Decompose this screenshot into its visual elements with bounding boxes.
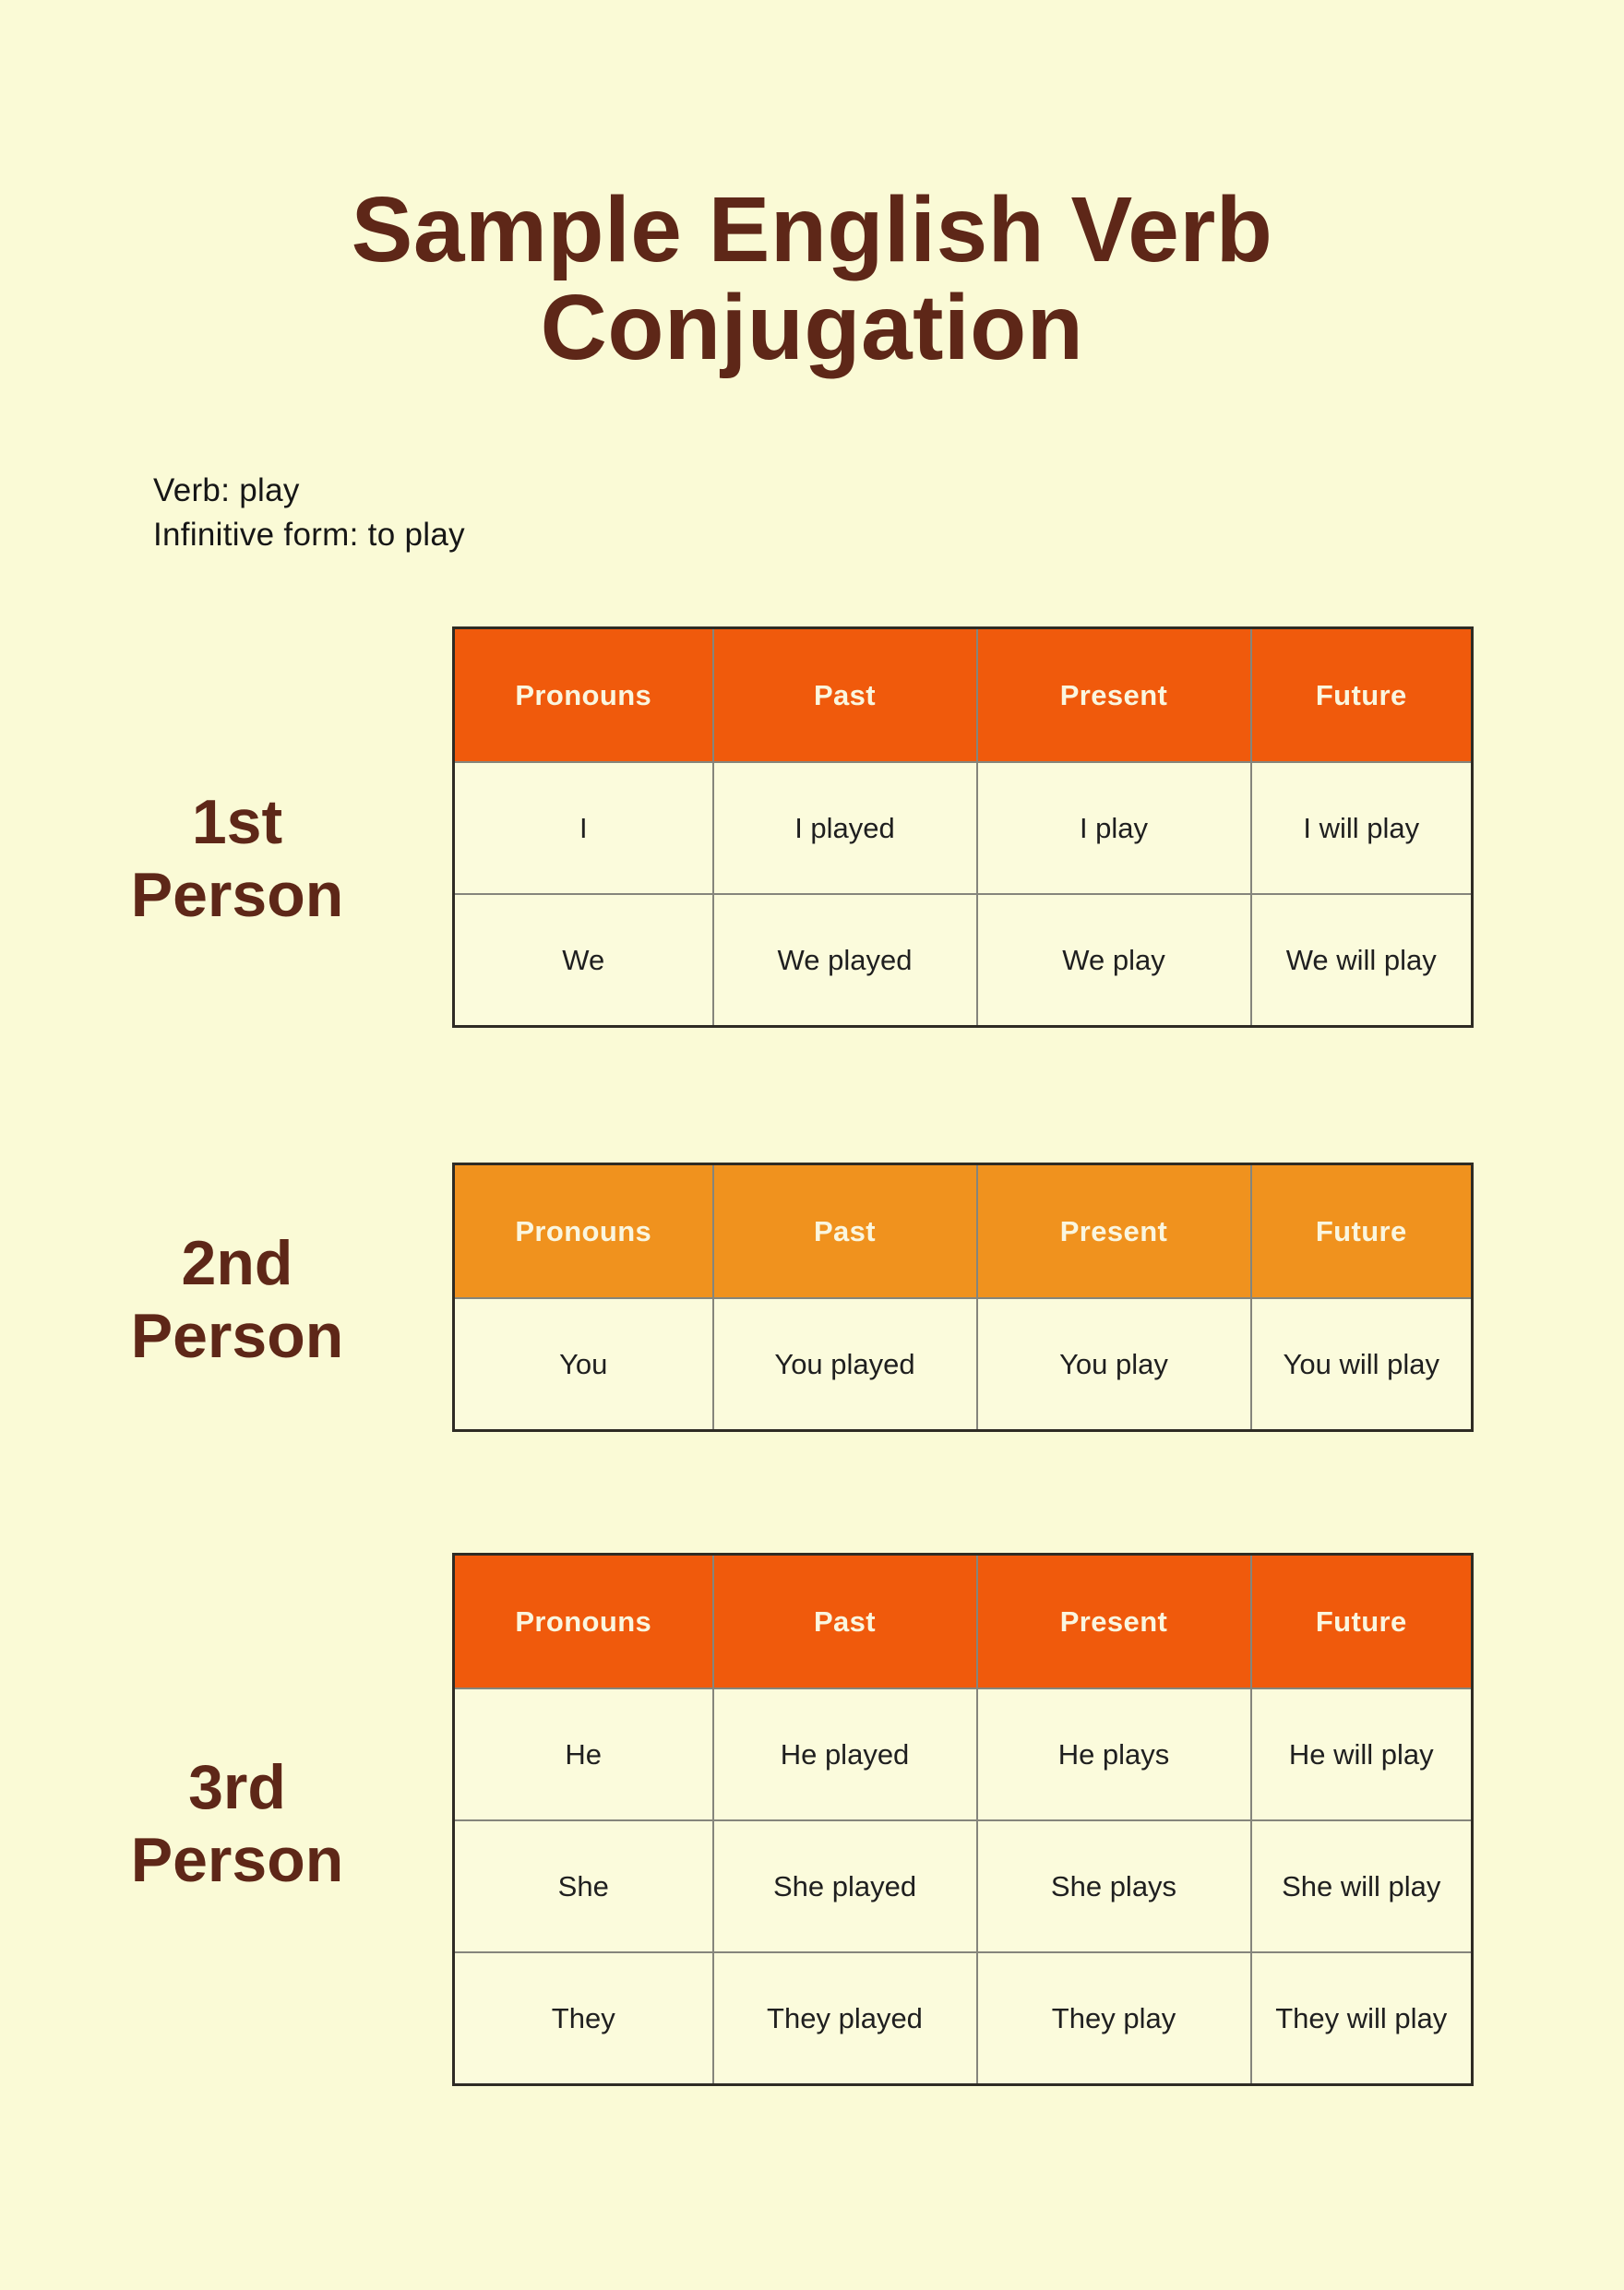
column-header-past: Past <box>711 626 978 763</box>
verb-info: Verb: play Infinitive form: to play <box>153 469 465 557</box>
column-header-past: Past <box>711 1163 978 1299</box>
table-row: We We played We play We will play <box>452 893 1474 1028</box>
table-cell: You will play <box>1249 1297 1474 1432</box>
table-row: She She played She plays She will play <box>452 1819 1474 1953</box>
column-header-pronouns: Pronouns <box>452 626 714 763</box>
label-2nd-person-line2: Person <box>130 1301 344 1371</box>
table-cell: They will play <box>1249 1951 1474 2086</box>
label-3rd-person: 3rd Person <box>34 1751 440 1897</box>
column-header-present: Present <box>975 1553 1252 1689</box>
page-title: Sample English Verb Conjugation <box>0 181 1624 376</box>
label-2nd-person: 2nd Person <box>34 1227 440 1373</box>
table-row: He He played He plays He will play <box>452 1688 1474 1821</box>
table-cell: I <box>452 761 714 895</box>
label-3rd-person-line1: 3rd <box>188 1752 286 1822</box>
column-header-pronouns: Pronouns <box>452 1163 714 1299</box>
table-cell: We will play <box>1249 893 1474 1028</box>
table-cell: She <box>452 1819 714 1953</box>
table-cell: They play <box>975 1951 1252 2086</box>
page-title-line2: Conjugation <box>540 276 1084 379</box>
table-cell: He will play <box>1249 1688 1474 1821</box>
verb-line: Verb: play <box>153 472 300 508</box>
column-header-past: Past <box>711 1553 978 1689</box>
table-row: They They played They play They will pla… <box>452 1951 1474 2086</box>
table-row: I I played I play I will play <box>452 761 1474 895</box>
table-cell: We <box>452 893 714 1028</box>
table-cell: We play <box>975 893 1252 1028</box>
table-cell: She plays <box>975 1819 1252 1953</box>
header-row: Pronouns Past Present Future <box>452 626 1474 763</box>
column-header-future: Future <box>1249 1553 1474 1689</box>
column-header-present: Present <box>975 1163 1252 1299</box>
column-header-future: Future <box>1249 1163 1474 1299</box>
column-header-future: Future <box>1249 626 1474 763</box>
conjugation-table-3rd-person: Pronouns Past Present Future He He playe… <box>452 1553 1474 2086</box>
table-cell: She played <box>711 1819 978 1953</box>
table-cell: I play <box>975 761 1252 895</box>
conjugation-table-1st-person: Pronouns Past Present Future I I played … <box>452 626 1474 1028</box>
table-cell: I played <box>711 761 978 895</box>
label-3rd-person-line2: Person <box>130 1825 344 1895</box>
table-cell: He plays <box>975 1688 1252 1821</box>
table-cell: They played <box>711 1951 978 2086</box>
table-cell: He <box>452 1688 714 1821</box>
label-1st-person-line1: 1st <box>191 787 283 857</box>
page-title-line1: Sample English Verb <box>351 178 1273 281</box>
table-cell: You played <box>711 1297 978 1432</box>
infinitive-line: Infinitive form: to play <box>153 517 465 553</box>
table-cell: We played <box>711 893 978 1028</box>
table-row: You You played You play You will play <box>452 1297 1474 1432</box>
conjugation-table-2nd-person: Pronouns Past Present Future You You pla… <box>452 1163 1474 1432</box>
label-1st-person: 1st Person <box>34 786 440 932</box>
header-row: Pronouns Past Present Future <box>452 1163 1474 1299</box>
table-cell: He played <box>711 1688 978 1821</box>
label-2nd-person-line1: 2nd <box>181 1228 293 1298</box>
column-header-pronouns: Pronouns <box>452 1553 714 1689</box>
table-cell: They <box>452 1951 714 2086</box>
table-cell: You play <box>975 1297 1252 1432</box>
table-cell: She will play <box>1249 1819 1474 1953</box>
table-cell: You <box>452 1297 714 1432</box>
header-row: Pronouns Past Present Future <box>452 1553 1474 1689</box>
table-cell: I will play <box>1249 761 1474 895</box>
label-1st-person-line2: Person <box>130 860 344 930</box>
column-header-present: Present <box>975 626 1252 763</box>
